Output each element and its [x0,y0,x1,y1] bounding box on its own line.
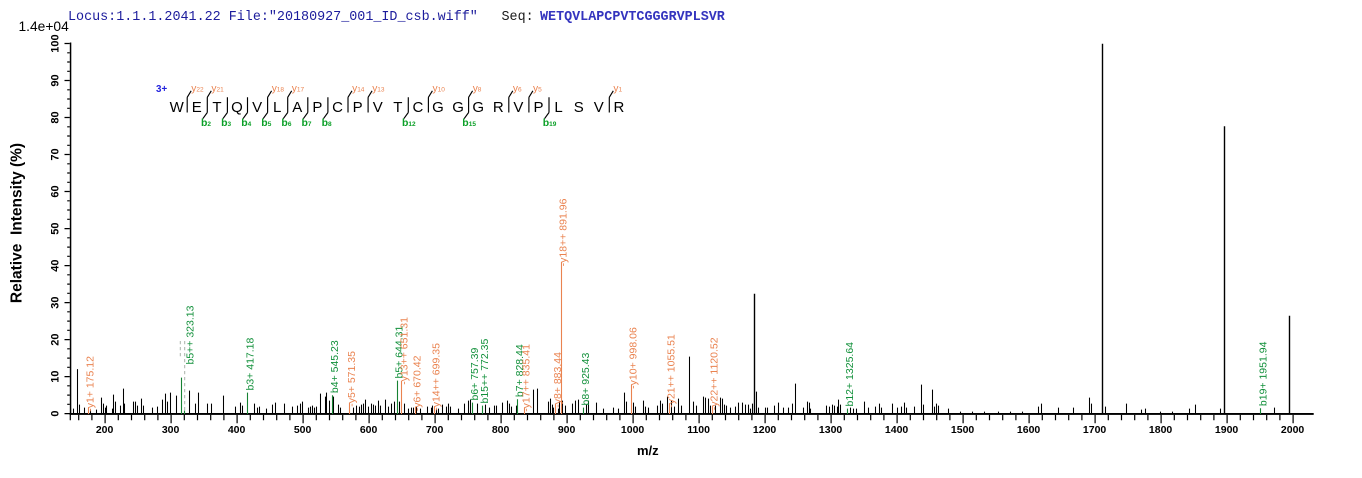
svg-text:Relative Intensity (%): Relative Intensity (%) [9,143,26,303]
svg-text:b4: b4 [241,117,251,129]
svg-text:1.4e+04: 1.4e+04 [19,19,70,34]
svg-text:1900: 1900 [1215,424,1239,436]
svg-text:y21: y21 [211,83,224,94]
svg-text:b3+ 417.18: b3+ 417.18 [244,337,256,390]
svg-text:C: C [332,99,343,116]
svg-text:1500: 1500 [951,424,975,436]
svg-text:-y21++ 1055.51: -y21++ 1055.51 [666,334,678,408]
svg-text:600: 600 [360,424,378,436]
svg-text:T: T [393,99,402,116]
svg-text:L: L [554,99,562,116]
svg-text:b5+ 644.31: b5+ 644.31 [394,325,406,378]
svg-text:50: 50 [49,222,61,234]
svg-text:R: R [493,99,504,116]
svg-text:1800: 1800 [1149,424,1173,436]
svg-text:y1: y1 [613,83,622,94]
svg-text:700: 700 [426,424,444,436]
svg-text:T: T [212,99,221,116]
svg-text:40: 40 [49,259,61,271]
svg-text:G: G [452,99,464,116]
svg-text:2000: 2000 [1281,424,1305,436]
svg-text:-y18++ 891.96: -y18++ 891.96 [558,198,570,266]
svg-text:V: V [373,99,383,116]
svg-text:-y22++ 1120.52: -y22++ 1120.52 [709,337,721,410]
svg-text:-y13++ 651.31: -y13++ 651.31 [398,317,410,385]
svg-text:90: 90 [49,74,61,86]
svg-text:20: 20 [49,333,61,345]
svg-text:30: 30 [49,296,61,308]
svg-text:y5: y5 [533,83,542,94]
svg-text:-y6+ 670.42: -y6+ 670.42 [412,355,424,411]
svg-text:10: 10 [49,370,61,382]
svg-text:800: 800 [492,424,510,436]
svg-text:y10: y10 [433,83,446,94]
svg-text:b7+ 828.44: b7+ 828.44 [514,344,526,397]
svg-text:V: V [594,99,604,116]
svg-text:3+: 3+ [156,84,167,95]
svg-text:P: P [312,99,322,116]
svg-text:R: R [613,99,624,116]
svg-text:b2: b2 [201,117,211,129]
svg-text:b5: b5 [261,117,271,129]
svg-text:S: S [574,99,584,116]
svg-text:b4+ 545.23: b4+ 545.23 [329,340,341,393]
svg-text:60: 60 [49,185,61,197]
svg-text:WETQVLAPCPVTCGGGRVPLSVR: WETQVLAPCPVTCGGGRVPLSVR [540,10,726,25]
svg-text:L: L [273,99,281,116]
svg-text:y14: y14 [352,83,365,94]
svg-text:G: G [472,99,484,116]
svg-text:900: 900 [558,424,576,436]
svg-text:1000: 1000 [621,424,645,436]
svg-text:y13: y13 [372,83,385,94]
svg-text:Q: Q [231,99,243,116]
svg-text:P: P [353,99,363,116]
svg-text:b7: b7 [302,117,312,129]
svg-text:b6+ 757.39: b6+ 757.39 [469,347,481,400]
svg-text:1600: 1600 [1017,424,1041,436]
svg-text:V: V [513,99,523,116]
svg-text:y8: y8 [473,83,482,94]
svg-text:200: 200 [96,424,114,436]
svg-text:1700: 1700 [1083,424,1107,436]
svg-text:y17: y17 [292,83,305,94]
svg-text:1200: 1200 [753,424,777,436]
svg-text:-y5+ 571.35: -y5+ 571.35 [346,351,358,407]
svg-text:b12+ 1325.64: b12+ 1325.64 [844,342,856,407]
svg-text:-y1+ 175.12: -y1+ 175.12 [85,356,97,412]
svg-text:b5++ 323.13: b5++ 323.13 [185,305,197,364]
svg-text:0: 0 [49,411,61,417]
svg-text:1300: 1300 [819,424,843,436]
svg-text:Seq:: Seq: [502,10,534,25]
svg-text:Locus:1.1.1.2041.22 File:"2018: Locus:1.1.1.2041.22 File:"20180927_001_I… [68,10,478,25]
svg-text:A: A [292,99,302,116]
svg-text:1100: 1100 [687,424,710,436]
svg-text:m/z: m/z [637,443,659,458]
svg-text:b3: b3 [221,117,231,129]
svg-text:G: G [432,99,444,116]
svg-text:400: 400 [228,424,246,436]
svg-text:80: 80 [49,111,61,123]
svg-text:b8+ 925.43: b8+ 925.43 [580,352,592,405]
svg-text:b8: b8 [322,117,332,129]
svg-text:b15++ 772.35: b15++ 772.35 [479,339,491,404]
svg-text:-y8+ 883.44: -y8+ 883.44 [552,352,564,408]
svg-text:y22: y22 [191,83,204,94]
svg-text:70: 70 [49,148,61,160]
svg-text:b6: b6 [281,117,291,129]
svg-text:y6: y6 [513,83,522,94]
svg-text:500: 500 [294,424,312,436]
svg-text:-y17++ 835.41: -y17++ 835.41 [520,344,532,412]
svg-text:1400: 1400 [885,424,909,436]
svg-text:y18: y18 [272,83,285,94]
svg-text:100: 100 [49,34,61,52]
svg-text:W: W [170,99,185,116]
svg-text:P: P [533,99,543,116]
svg-text:-y14++ 699.35: -y14++ 699.35 [431,343,443,411]
svg-text:V: V [252,99,262,116]
svg-text:300: 300 [162,424,180,436]
svg-text:-y10+ 998.06: -y10+ 998.06 [628,327,640,389]
svg-text:E: E [192,99,202,116]
svg-text:C: C [412,99,423,116]
svg-text:b19+ 1951.94: b19+ 1951.94 [1257,341,1269,406]
